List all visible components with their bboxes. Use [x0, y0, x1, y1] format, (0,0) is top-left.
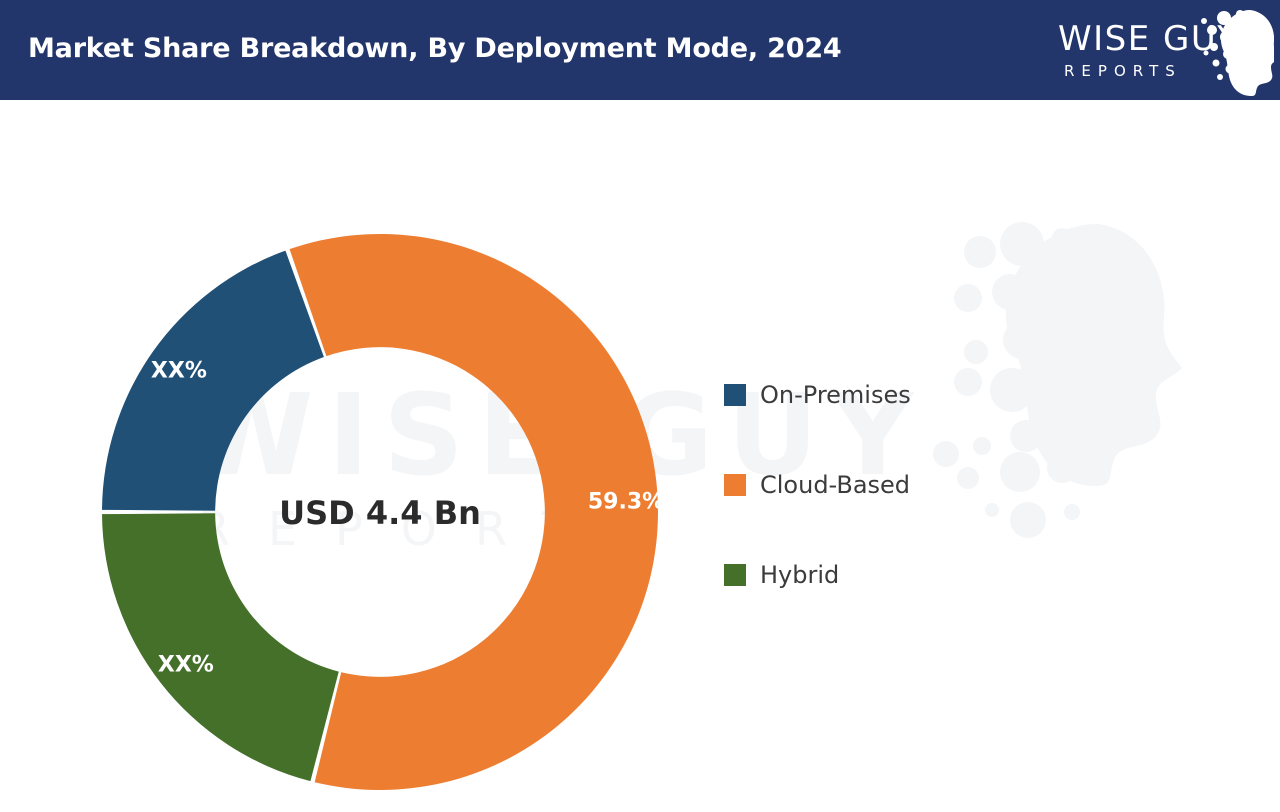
page-title: Market Share Breakdown, By Deployment Mo… [28, 33, 842, 64]
donut-slice-on-premises[interactable] [102, 250, 324, 511]
chart-area: WISE GUY REPORTS [0, 100, 1280, 790]
legend-swatch-cloud-based [724, 474, 746, 496]
legend-label-on-premises: On-Premises [760, 381, 911, 409]
legend-item-cloud-based[interactable]: Cloud-Based [724, 440, 1024, 530]
legend-label-hybrid: Hybrid [760, 561, 840, 589]
header-bar: Market Share Breakdown, By Deployment Mo… [0, 0, 1280, 100]
donut-chart: XX% 59.3% XX% USD 4.4 Bn [102, 233, 664, 790]
legend-swatch-hybrid [724, 564, 746, 586]
donut-slice-label-hybrid: XX% [158, 653, 214, 678]
donut-slice-label-on-premises: XX% [151, 359, 207, 384]
legend-item-hybrid[interactable]: Hybrid [724, 530, 1024, 620]
legend-item-on-premises[interactable]: On-Premises [724, 350, 1024, 440]
donut-center-value: USD 4.4 Bn [279, 494, 481, 532]
logo-wordmark-secondary: REPORTS [1064, 62, 1182, 80]
legend-label-cloud-based: Cloud-Based [760, 471, 911, 499]
donut-slice-cloud-based[interactable] [289, 233, 659, 790]
logo-wordmark-primary: WISE GUY [1058, 19, 1240, 59]
donut-slice-hybrid[interactable] [102, 513, 339, 782]
brand-logo: WISE GUY REPORTS [1058, 10, 1274, 96]
chart-legend: On-Premises Cloud-Based Hybrid [724, 350, 1024, 620]
legend-swatch-on-premises [724, 384, 746, 406]
wise-guy-head-icon [1201, 10, 1274, 96]
donut-slice-label-cloud-based: 59.3% [588, 489, 664, 514]
